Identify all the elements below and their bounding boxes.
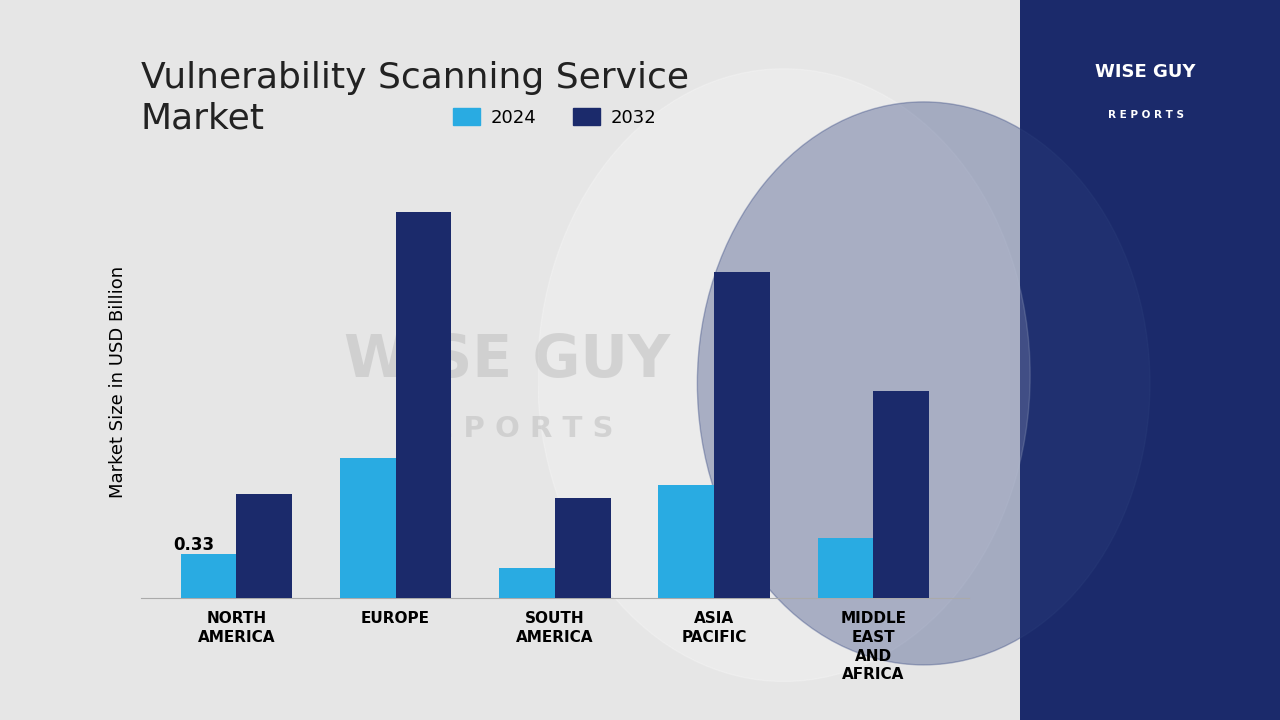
Bar <box>658 485 714 598</box>
Bar <box>554 498 611 598</box>
Text: WISE GUY: WISE GUY <box>1096 63 1196 81</box>
Text: WISE GUY: WISE GUY <box>344 331 669 389</box>
Text: R E P O R T S: R E P O R T S <box>1107 110 1184 120</box>
Circle shape <box>698 102 1149 665</box>
Bar <box>714 271 769 598</box>
Bar <box>396 212 452 598</box>
Legend: 2024, 2032: 2024, 2032 <box>445 102 664 134</box>
Y-axis label: Market Size in USD Billion: Market Size in USD Billion <box>109 266 127 498</box>
Circle shape <box>538 69 1030 681</box>
Bar <box>818 538 873 598</box>
Bar <box>340 458 396 598</box>
Bar <box>180 554 237 598</box>
Text: Vulnerability Scanning Service
Market: Vulnerability Scanning Service Market <box>141 61 689 136</box>
Bar <box>237 494 292 598</box>
Text: R E P O R T S: R E P O R T S <box>401 415 613 443</box>
Bar <box>499 568 556 598</box>
Text: 0.33: 0.33 <box>174 536 215 554</box>
Bar <box>873 392 929 598</box>
